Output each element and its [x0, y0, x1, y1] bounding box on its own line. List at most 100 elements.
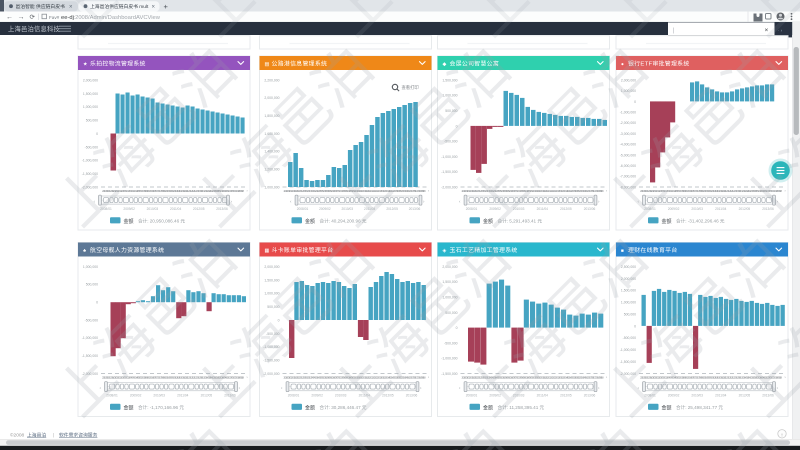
svg-text:2010/03: 2010/03 — [335, 393, 347, 397]
svg-text:›: › — [598, 199, 600, 204]
svg-text:‹: ‹ — [94, 199, 96, 204]
svg-text:-1,500,000: -1,500,000 — [82, 172, 98, 176]
svg-text:1,000,000: 1,000,000 — [442, 94, 457, 98]
svg-text:2011/04: 2011/04 — [364, 207, 376, 211]
svg-text:合计: 25,498,341.77 元: 合计: 25,498,341.77 元 — [676, 404, 723, 411]
svg-text:2,200,000: 2,200,000 — [264, 78, 279, 82]
svg-text:2008/01: 2008/01 — [644, 393, 656, 397]
svg-text:◆: ◆ — [443, 62, 447, 68]
svg-text:航空母舰人力资源管理系统: 航空母舰人力资源管理系统 — [90, 246, 164, 254]
svg-text:■: ■ — [621, 249, 624, 254]
svg-text:›: › — [420, 386, 422, 391]
svg-text:2013/06: 2013/06 — [584, 393, 596, 397]
svg-text:-3,000,000: -3,000,000 — [620, 132, 636, 136]
svg-text:金额: 金额 — [305, 218, 315, 225]
svg-text:软件需求咨询服务: 软件需求咨询服务 — [59, 432, 98, 439]
svg-text:上海邑泊供应链白皮书 mult: 上海邑泊供应链白皮书 mult — [90, 3, 149, 10]
svg-text:乐拍控物流管理系统: 乐拍控物流管理系统 — [90, 60, 146, 68]
svg-text:公路港信息管理系统: 公路港信息管理系统 — [272, 60, 328, 68]
svg-text:‹: ‹ — [100, 386, 102, 391]
svg-text:›: › — [247, 189, 249, 193]
svg-text:2010/01/012011/02/022012/03/03: 2010/01/012011/02/022012/03/032013/04/04… — [640, 189, 782, 193]
svg-text:1,000,000: 1,000,000 — [264, 185, 279, 189]
svg-text:2009/02: 2009/02 — [123, 207, 135, 211]
svg-text:2012/05: 2012/05 — [739, 393, 751, 397]
svg-text:1,500,000: 1,500,000 — [621, 289, 636, 293]
svg-text:2008/01: 2008/01 — [288, 393, 300, 397]
svg-text:↑: ↑ — [781, 432, 784, 438]
svg-text:2009/02: 2009/02 — [311, 393, 323, 397]
svg-text:1,400,000: 1,400,000 — [264, 150, 279, 154]
svg-text:2012/05: 2012/05 — [560, 207, 572, 211]
svg-text:-5,000,000: -5,000,000 — [620, 153, 636, 157]
svg-text:2013/06: 2013/06 — [762, 207, 774, 211]
svg-text:◈: ◈ — [443, 248, 447, 254]
svg-text:2012/05: 2012/05 — [560, 393, 572, 397]
svg-text:500,000: 500,000 — [624, 313, 636, 317]
svg-text:-6,000,000: -6,000,000 — [620, 164, 636, 168]
svg-text:2010/01/012011/02/022012/03/03: 2010/01/012011/02/022012/03/032013/04/04… — [102, 189, 244, 193]
svg-text:2009/02: 2009/02 — [130, 393, 142, 397]
svg-text:-2,000,000: -2,000,000 — [82, 372, 98, 376]
svg-text:金额: 金额 — [662, 404, 672, 411]
svg-text:2010/03: 2010/03 — [513, 393, 525, 397]
svg-text:1,000,000: 1,000,000 — [83, 105, 98, 109]
svg-text:▤: ▤ — [265, 62, 270, 68]
svg-text:0: 0 — [456, 326, 458, 330]
svg-text:· ›: · › — [778, 28, 783, 33]
svg-text:2008/01: 2008/01 — [644, 207, 656, 211]
svg-text:理财在线教育平台: 理财在线教育平台 — [628, 246, 678, 254]
svg-text:-1,000,000: -1,000,000 — [82, 159, 98, 163]
svg-text:1,500,000: 1,500,000 — [442, 280, 457, 284]
svg-text:-4,000,000: -4,000,000 — [620, 143, 636, 147]
svg-text:0: 0 — [96, 301, 98, 305]
svg-text:合计: 40,294,200.96 元: 合计: 40,294,200.96 元 — [320, 218, 367, 225]
svg-text:2013/06: 2013/06 — [762, 393, 774, 397]
svg-text:-8,000,000: -8,000,000 — [620, 185, 636, 189]
svg-text:1,200,000: 1,200,000 — [264, 168, 279, 172]
svg-text:0: 0 — [278, 318, 280, 322]
svg-text:2011/04: 2011/04 — [537, 207, 549, 211]
svg-text:›: › — [598, 386, 600, 391]
svg-text:›: › — [423, 199, 425, 204]
svg-text::2008/Admin/DashboardAVCView: :2008/Admin/DashboardAVCView — [74, 15, 161, 21]
svg-text:2013/06: 2013/06 — [224, 393, 236, 397]
svg-text:‹: ‹ — [459, 386, 461, 391]
svg-text:合计: 30,286,446.47 元: 合计: 30,286,446.47 元 — [320, 404, 367, 411]
svg-text:▦: ▦ — [265, 248, 270, 254]
svg-text:邑泊智能 供应链白皮书: 邑泊智能 供应链白皮书 — [16, 3, 66, 10]
svg-text:金额: 金额 — [124, 404, 134, 411]
svg-text:›: › — [785, 189, 787, 193]
svg-text:2010/03: 2010/03 — [147, 207, 159, 211]
svg-text:2,000,000: 2,000,000 — [442, 265, 457, 269]
svg-text:●: ● — [621, 63, 624, 68]
svg-text:-1,000,000: -1,000,000 — [82, 336, 98, 340]
svg-text:-1,000,000: -1,000,000 — [263, 345, 279, 349]
svg-text:上海邑泊信息科技: 上海邑泊信息科技 — [8, 24, 60, 33]
svg-text:2,000,000: 2,000,000 — [264, 96, 279, 100]
svg-text:1,000,000: 1,000,000 — [83, 265, 98, 269]
svg-text:Fav#: Fav# — [49, 15, 60, 20]
svg-text:金额: 金额 — [305, 404, 315, 411]
svg-text:2,500,000: 2,500,000 — [621, 265, 636, 269]
svg-text:›: › — [777, 199, 779, 204]
svg-text:0: 0 — [456, 124, 458, 128]
svg-text:合计: 5,291,493.41 元: 合计: 5,291,493.41 元 — [498, 218, 543, 225]
svg-text:2013/06: 2013/06 — [216, 207, 228, 211]
svg-text:2009/02: 2009/02 — [489, 393, 501, 397]
svg-text:-2,000,000: -2,000,000 — [620, 372, 636, 376]
svg-text:2008/01: 2008/01 — [466, 393, 478, 397]
svg-text:2010/01/012011/02/022012/03/03: 2010/01/012011/02/022012/03/032013/04/04… — [102, 376, 244, 380]
svg-text:♣: ♣ — [83, 249, 86, 254]
svg-text:会展公司智慧公寓: 会展公司智慧公寓 — [450, 60, 500, 68]
svg-text:×: × — [69, 4, 73, 10]
svg-text:1,000,000: 1,000,000 — [621, 89, 636, 93]
svg-text:2009/02: 2009/02 — [319, 207, 331, 211]
svg-text:-1,000,000: -1,000,000 — [620, 348, 636, 352]
svg-text:›: › — [606, 189, 608, 193]
svg-text:2013/06: 2013/06 — [406, 393, 418, 397]
svg-text:+: + — [164, 2, 169, 11]
svg-text:‹: ‹ — [290, 199, 292, 204]
svg-text:1,000,000: 1,000,000 — [621, 301, 636, 305]
svg-text:‹: ‹ — [638, 199, 640, 204]
